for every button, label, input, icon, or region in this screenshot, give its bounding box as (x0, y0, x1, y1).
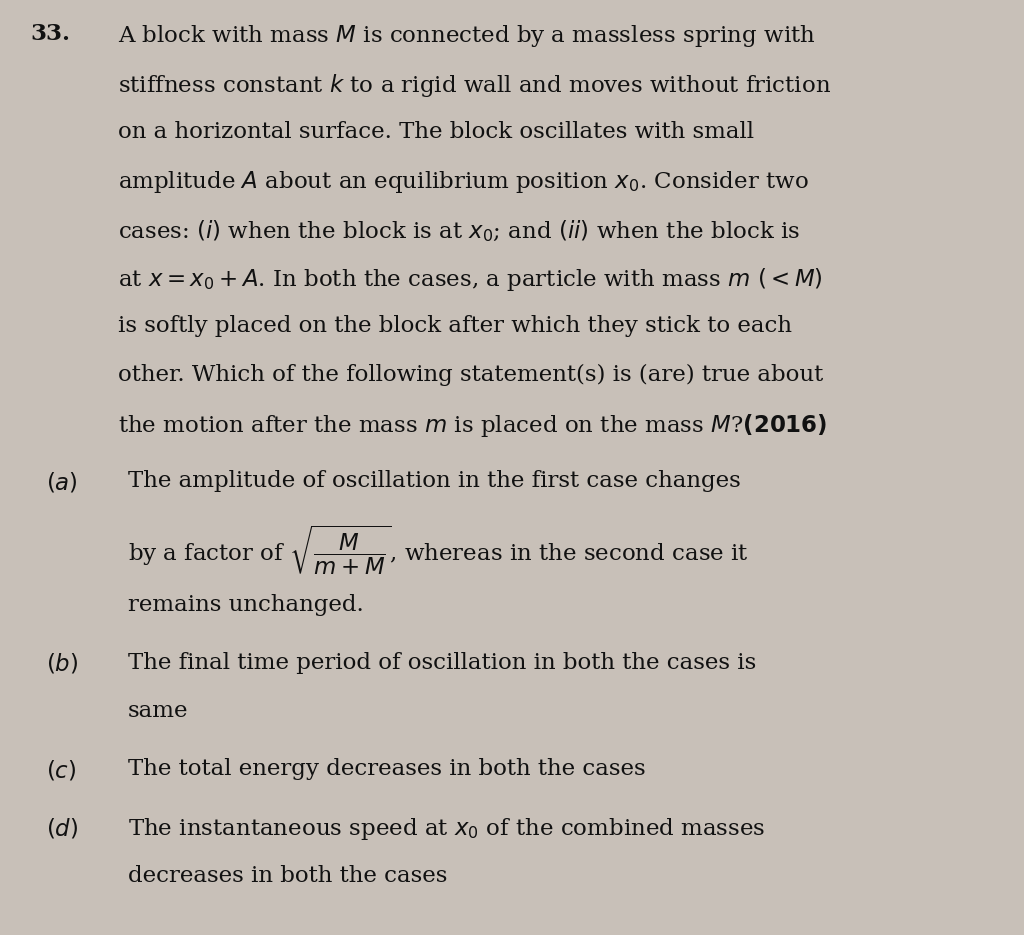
Text: on a horizontal surface. The block oscillates with small: on a horizontal surface. The block oscil… (118, 121, 754, 143)
Text: $(c)$: $(c)$ (46, 758, 77, 783)
Text: decreases in both the cases: decreases in both the cases (128, 865, 447, 887)
Text: stiffness constant $k$ to a rigid wall and moves without friction: stiffness constant $k$ to a rigid wall a… (118, 72, 830, 99)
Text: The instantaneous speed at $x_0$ of the combined masses: The instantaneous speed at $x_0$ of the … (128, 816, 765, 842)
Text: A block with mass $M$ is connected by a massless spring with: A block with mass $M$ is connected by a … (118, 23, 815, 50)
Text: The amplitude of oscillation in the first case changes: The amplitude of oscillation in the firs… (128, 470, 740, 493)
Text: 33.: 33. (31, 23, 71, 46)
Text: by a factor of $\sqrt{\dfrac{M}{m+M}}$, whereas in the second case it: by a factor of $\sqrt{\dfrac{M}{m+M}}$, … (128, 524, 749, 578)
Text: $(b)$: $(b)$ (46, 652, 79, 676)
Text: at $x = x_0 + A$. In both the cases, a particle with mass $m$ $(<M)$: at $x = x_0 + A$. In both the cases, a p… (118, 266, 822, 294)
Text: The final time period of oscillation in both the cases is: The final time period of oscillation in … (128, 652, 757, 674)
Text: the motion after the mass $m$ is placed on the mass $M$?$\mathbf{(2016)}$: the motion after the mass $m$ is placed … (118, 412, 827, 439)
Text: remains unchanged.: remains unchanged. (128, 594, 364, 616)
Text: $(d)$: $(d)$ (46, 816, 79, 841)
Text: The total energy decreases in both the cases: The total energy decreases in both the c… (128, 758, 645, 781)
Text: same: same (128, 700, 188, 723)
Text: cases: $(i)$ when the block is at $x_0$; and $(ii)$ when the block is: cases: $(i)$ when the block is at $x_0$;… (118, 218, 800, 244)
Text: $(a)$: $(a)$ (46, 470, 78, 495)
Text: other. Which of the following statement(s) is (are) true about: other. Which of the following statement(… (118, 364, 823, 386)
Text: is softly placed on the block after which they stick to each: is softly placed on the block after whic… (118, 315, 792, 338)
Text: amplitude $A$ about an equilibrium position $x_0$. Consider two: amplitude $A$ about an equilibrium posit… (118, 169, 809, 195)
